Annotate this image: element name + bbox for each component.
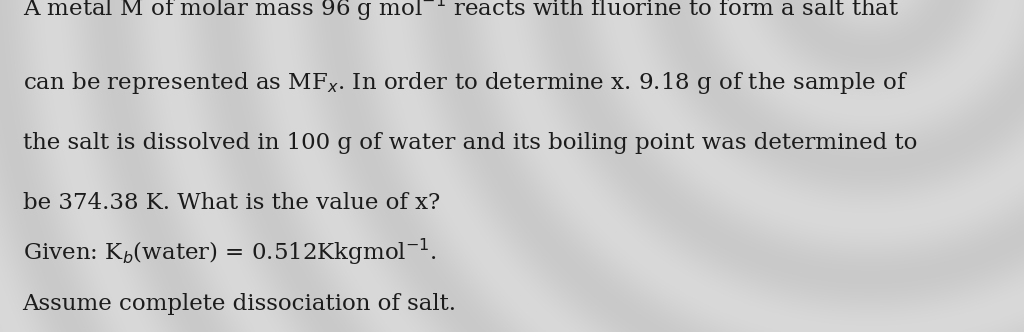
Text: the salt is dissolved in 100 g of water and its boiling point was determined to: the salt is dissolved in 100 g of water …: [23, 132, 916, 154]
Text: A metal M of molar mass 96 g mol$^{-1}$ reacts with fluorine to form a salt that: A metal M of molar mass 96 g mol$^{-1}$ …: [23, 0, 899, 23]
Text: Given: K$_b$(water) = 0.512Kkgmol$^{-1}$.: Given: K$_b$(water) = 0.512Kkgmol$^{-1}$…: [23, 237, 436, 267]
Text: can be represented as MF$_x$. In order to determine x. 9.18 g of the sample of: can be represented as MF$_x$. In order t…: [23, 70, 907, 96]
Text: be 374.38 K. What is the value of x?: be 374.38 K. What is the value of x?: [23, 192, 439, 214]
Text: Assume complete dissociation of salt.: Assume complete dissociation of salt.: [23, 293, 457, 315]
